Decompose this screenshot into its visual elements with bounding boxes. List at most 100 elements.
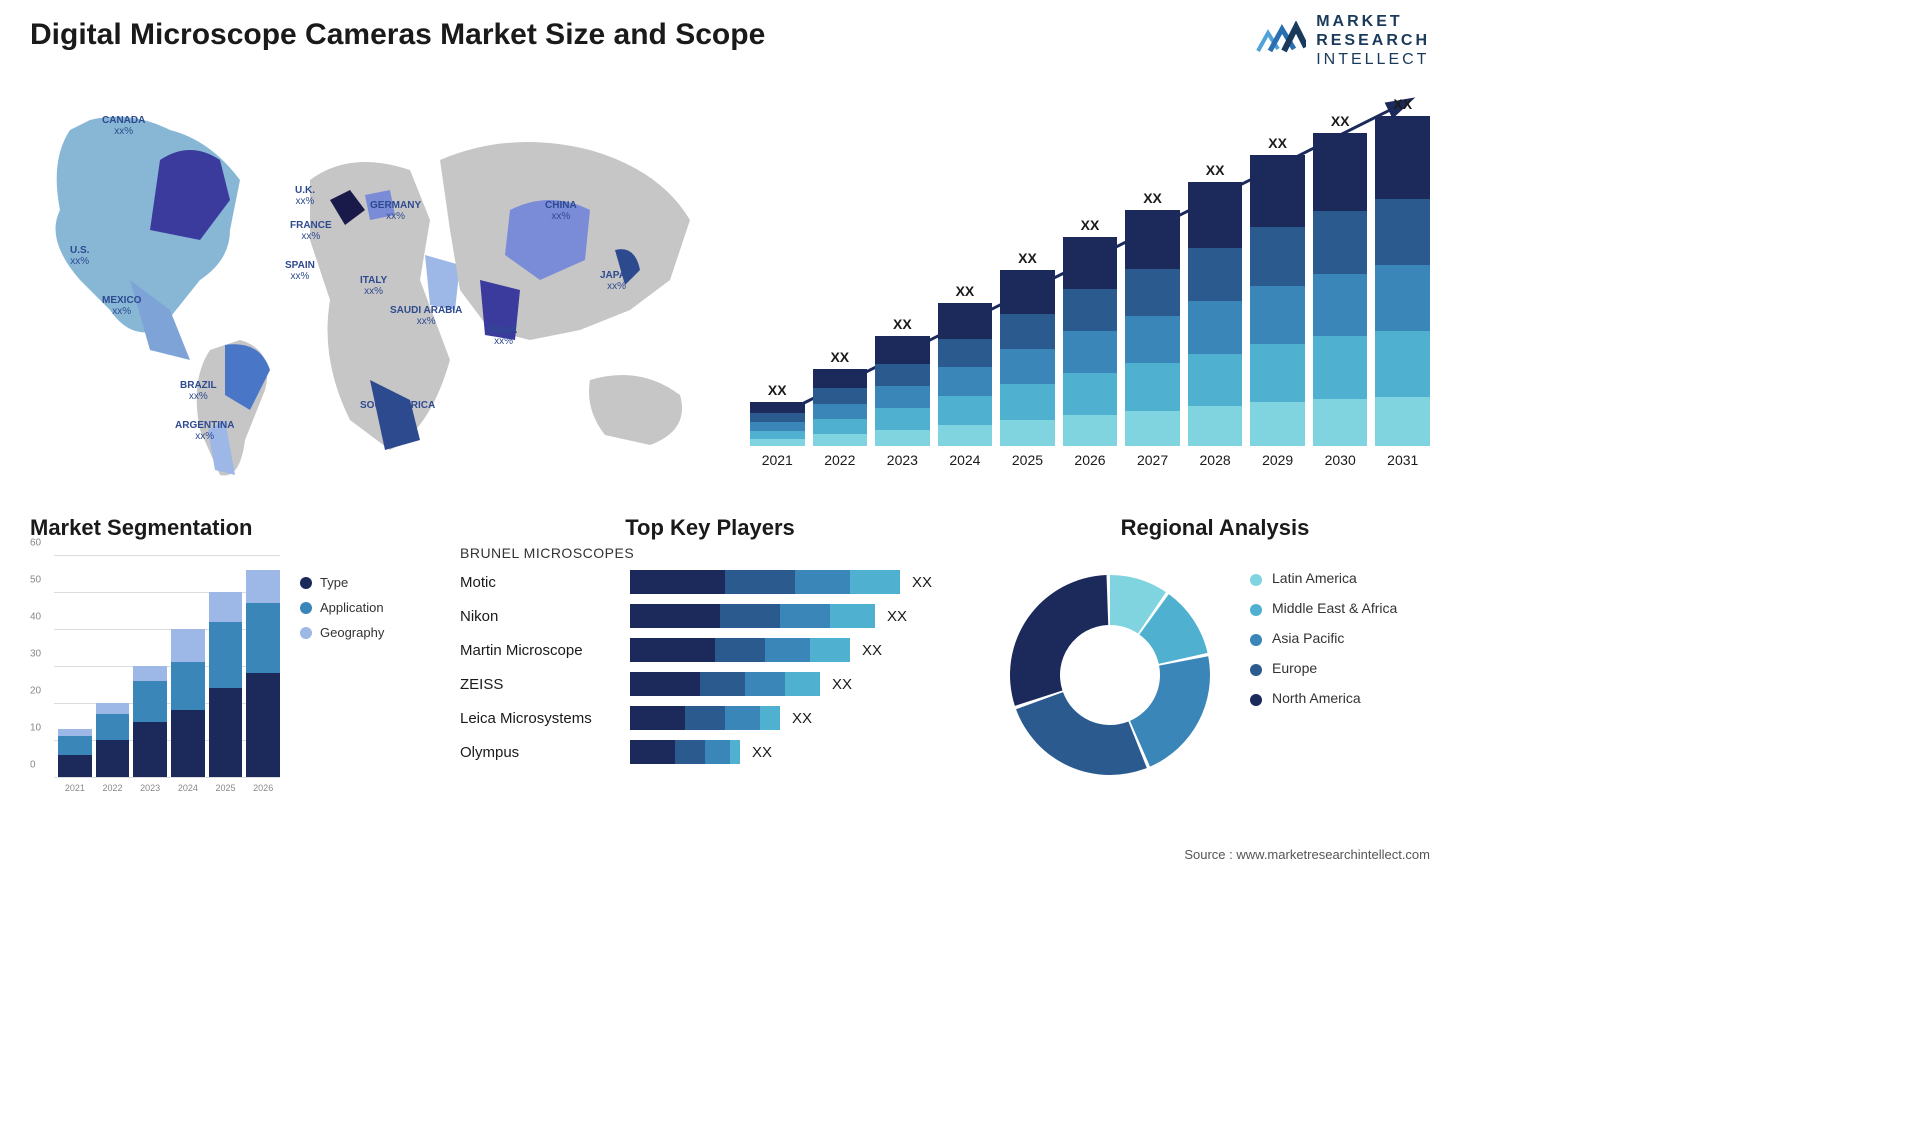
segmentation-bar-segment [246,603,280,673]
logo-icon [1256,21,1306,61]
legend-item: Geography [300,625,384,640]
growth-bar-value: XX [893,316,912,332]
key-player-segment [785,672,820,696]
segmentation-bar-segment [246,673,280,777]
key-player-segment [630,672,700,696]
growth-bar-segment [1000,270,1055,314]
regional-donut [1000,565,1220,785]
legend-item: Latin America [1250,570,1397,586]
donut-slice [1016,692,1147,775]
segmentation-bar: 2021 [58,729,92,777]
legend-swatch [1250,664,1262,676]
legend-label: North America [1272,690,1361,706]
growth-bar-segment [1375,199,1430,265]
segmentation-bar-segment [96,714,130,740]
growth-bar-segment [750,431,805,440]
growth-bar-value: XX [768,382,787,398]
segmentation-bar-segment [133,722,167,778]
legend-swatch [1250,604,1262,616]
growth-bar-category: 2021 [750,452,805,468]
segmentation-bar: 2022 [96,703,130,777]
growth-bar-segment [1000,349,1055,384]
key-player-segment [810,638,850,662]
growth-bar-segment [938,425,993,446]
logo-line2: RESEARCH [1316,32,1430,49]
key-player-segment [745,672,785,696]
segmentation-bar-segment [171,662,205,710]
segmentation-bar-segment [58,736,92,755]
growth-bar-category: 2024 [938,452,993,468]
segmentation-category: 2023 [133,783,167,793]
growth-bar-segment [1063,237,1118,289]
growth-bar-segment [1250,286,1305,344]
growth-bar-segment [750,422,805,431]
key-player-row: Martin MicroscopeXX [460,633,960,667]
key-player-segment [720,604,780,628]
growth-bar-category: 2028 [1188,452,1243,468]
legend-item: Europe [1250,660,1397,676]
segmentation-bar-segment [171,710,205,777]
map-label: ARGENTINAxx% [175,420,234,442]
key-player-bar [630,638,850,662]
growth-bar-segment [938,303,993,339]
legend-item: Type [300,575,384,590]
growth-bar: XX2029 [1250,135,1305,447]
y-tick: 40 [30,612,41,623]
segmentation-category: 2022 [96,783,130,793]
growth-bar-category: 2025 [1000,452,1055,468]
segmentation-chart: 0102030405060 202120222023202420252026 [30,555,280,795]
legend-swatch [1250,574,1262,586]
segmentation-bar-segment [209,688,243,777]
key-player-segment [630,604,720,628]
segmentation-category: 2024 [171,783,205,793]
key-player-segment [630,706,685,730]
y-tick: 20 [30,686,41,697]
growth-bar-segment [1188,354,1243,407]
key-player-segment [630,570,725,594]
page-title: Digital Microscope Cameras Market Size a… [30,18,765,52]
growth-bar-segment [750,439,805,446]
key-player-value: XX [832,676,852,693]
growth-bar-value: XX [1268,135,1287,151]
source-text: Source : www.marketresearchintellect.com [1184,847,1430,862]
key-player-segment [630,638,715,662]
growth-bar: XX2023 [875,316,930,446]
segmentation-bar-segment [58,755,92,777]
growth-bar-segment [1375,265,1430,331]
map-label: INDIAxx% [490,325,517,347]
growth-bar-segment [1000,420,1055,446]
segmentation-bar-segment [133,666,167,681]
map-saudi [425,255,460,310]
legend-label: Middle East & Africa [1272,600,1397,616]
key-player-bar [630,570,900,594]
key-player-name: Olympus [460,744,630,761]
growth-bar-category: 2022 [813,452,868,468]
growth-bar-value: XX [1081,217,1100,233]
regional-title: Regional Analysis [1000,515,1430,541]
growth-bar-segment [1250,344,1305,402]
growth-bar-segment [1125,316,1180,363]
segmentation-bar-segment [133,681,167,722]
key-player-segment [765,638,810,662]
map-label: MEXICOxx% [102,295,141,317]
key-player-segment [715,638,765,662]
map-label: CANADAxx% [102,115,145,137]
key-player-row: MoticXX [460,565,960,599]
key-player-segment [795,570,850,594]
segmentation-bar-segment [209,592,243,622]
growth-bar-segment [750,413,805,422]
growth-bar-segment [1250,227,1305,285]
growth-bar-segment [1188,182,1243,248]
y-tick: 0 [30,760,36,771]
legend-item: North America [1250,690,1397,706]
key-player-segment [630,740,675,764]
key-player-segment [730,740,740,764]
growth-chart: XX2021XX2022XX2023XX2024XX2025XX2026XX20… [750,90,1430,470]
growth-bar-segment [1063,331,1118,373]
growth-bar: XX2028 [1188,162,1243,446]
growth-bar-category: 2029 [1250,452,1305,468]
segmentation-legend: Type Application Geography [300,575,384,650]
key-player-bar [630,740,740,764]
legend-label: Application [320,600,384,615]
key-player-bar [630,672,820,696]
